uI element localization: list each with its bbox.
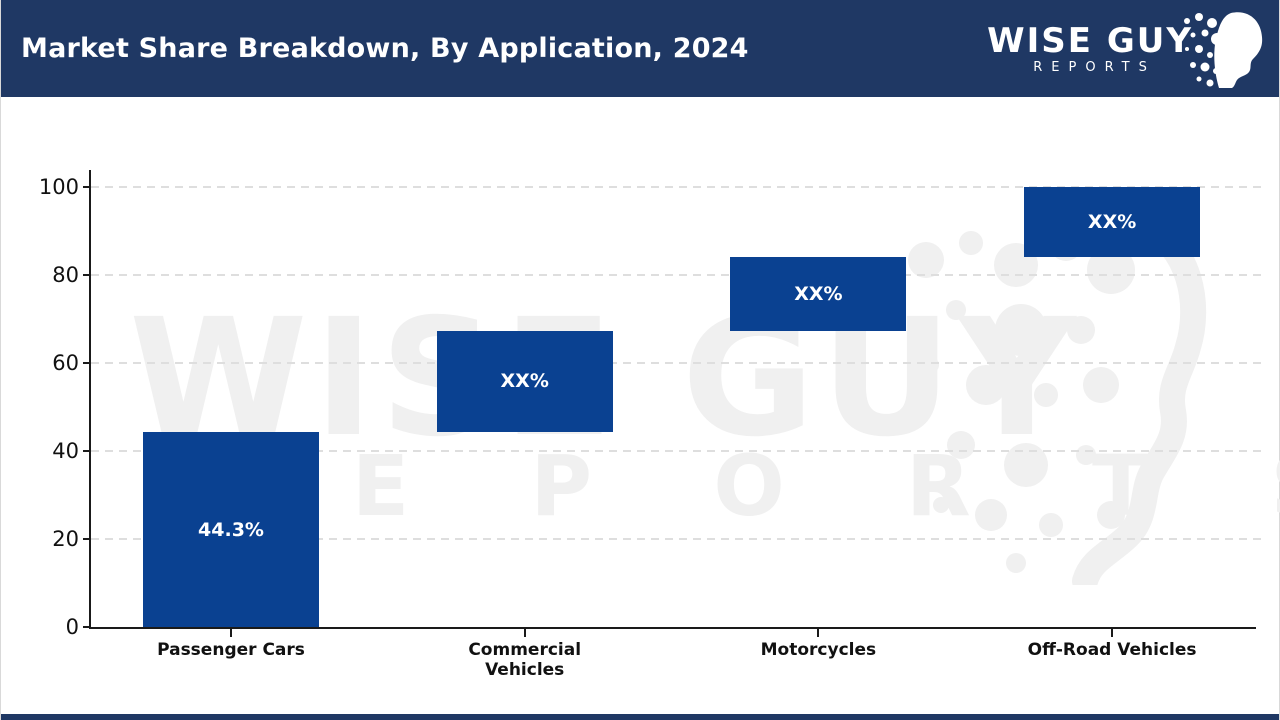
bar-passenger-cars: 44.3% [143,432,319,627]
gridline-20 [91,538,1264,540]
x-category-label-3: Off-Road Vehicles [1027,640,1197,660]
x-tick-0 [230,629,232,637]
y-tick-label-80: 80 [52,263,79,287]
bar-commercial-vehicles: XX% [436,330,613,433]
y-axis-line [89,170,91,629]
gridline-80 [91,274,1264,276]
y-tick-20 [83,538,91,540]
logo-wiseguy-text: WISE GUY [987,20,1193,61]
y-tick-label-60: 60 [52,351,79,375]
y-tick-label-0: 0 [65,615,79,639]
y-tick-label-20: 20 [52,527,79,551]
logo-face-icon [1184,11,1263,88]
y-tick-label-100: 100 [38,175,79,199]
y-tick-100 [83,186,91,188]
gridline-60 [91,362,1264,364]
y-tick-label-40: 40 [52,439,79,463]
x-category-label-0: Passenger Cars [157,640,305,660]
bar-value-label: XX% [1087,210,1137,233]
bar-motorcycles: XX% [730,256,907,331]
x-category-label-2: Motorcycles [760,640,877,660]
y-tick-60 [83,362,91,364]
wiseguy-logo: WISE GUY REPORTS [987,9,1265,89]
gridline-100 [91,186,1264,188]
y-tick-40 [83,450,91,452]
logo-reports-text: REPORTS [1033,59,1156,75]
bar-value-label: XX% [794,282,843,305]
x-tick-1 [523,629,526,637]
bar-off-road-vehicles: XX% [1024,187,1201,257]
header: Market Share Breakdown, By Application, … [1,0,1279,97]
logo-text: WISE GUY REPORTS [987,24,1193,74]
y-tick-0 [83,626,91,628]
y-tick-80 [83,274,91,276]
x-tick-3 [1111,629,1114,637]
footer-bar [1,714,1279,720]
x-tick-2 [817,629,820,637]
x-axis-line [89,627,1256,629]
gridline-40 [91,450,1264,452]
chart-title: Market Share Breakdown, By Application, … [21,33,749,64]
bar-value-label: 44.3% [198,518,264,541]
bar-value-label: XX% [500,370,549,393]
x-category-label-1: Commercial Vehicles [468,640,582,681]
